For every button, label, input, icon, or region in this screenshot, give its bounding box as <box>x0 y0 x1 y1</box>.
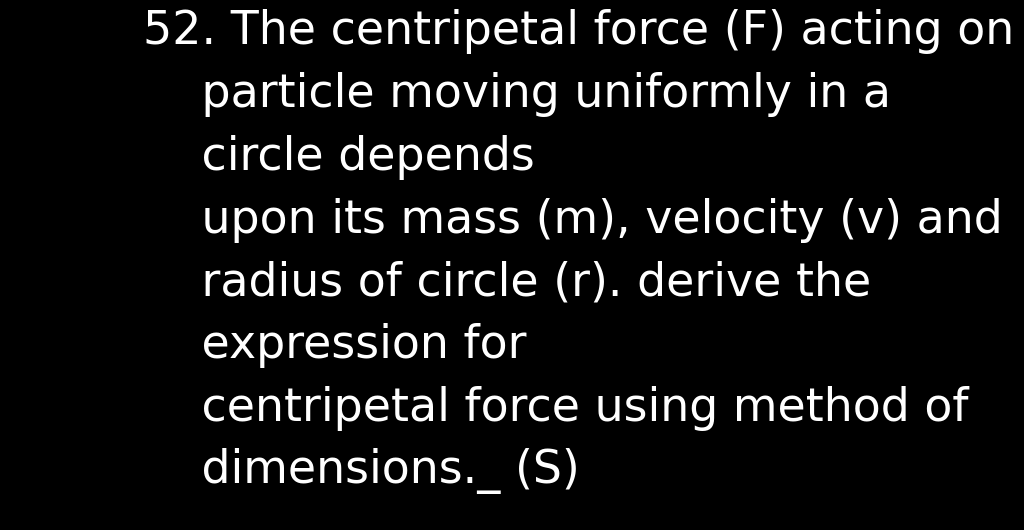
Text: circle depends: circle depends <box>143 135 536 180</box>
Text: centripetal force using method of: centripetal force using method of <box>143 386 969 431</box>
Text: 52. The centripetal force (F) acting on a: 52. The centripetal force (F) acting on … <box>143 9 1024 54</box>
Text: dimensions._ (S): dimensions._ (S) <box>143 448 581 494</box>
Text: upon its mass (m), velocity (v) and: upon its mass (m), velocity (v) and <box>143 198 1004 243</box>
Text: particle moving uniformly in a: particle moving uniformly in a <box>143 72 891 117</box>
Text: expression for: expression for <box>143 323 527 368</box>
Text: radius of circle (r). derive the: radius of circle (r). derive the <box>143 260 871 305</box>
